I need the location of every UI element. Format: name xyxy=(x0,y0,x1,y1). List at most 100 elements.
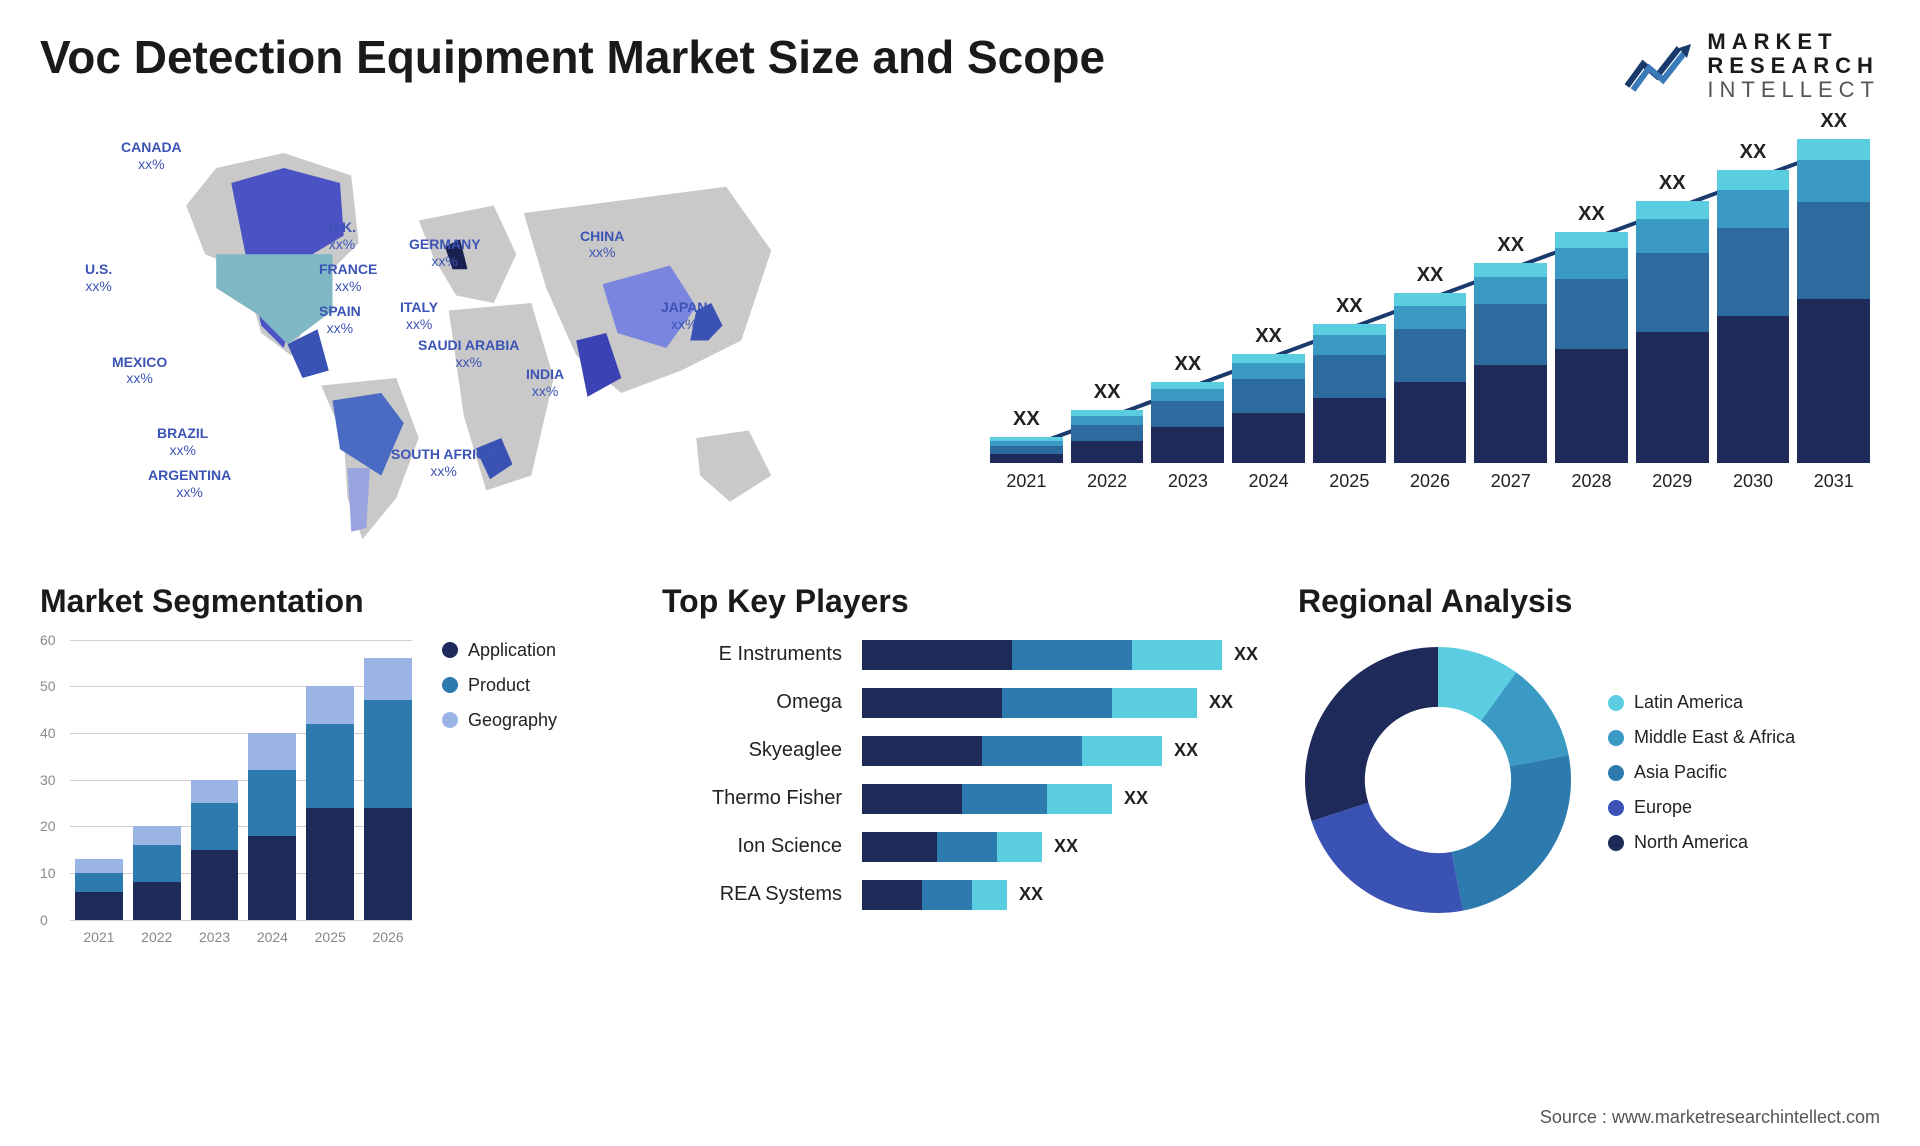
growth-year-label: 2028 xyxy=(1555,471,1628,492)
legend-item: Product xyxy=(442,675,622,696)
legend-item: North America xyxy=(1608,832,1880,853)
growth-value-label: XX xyxy=(1497,234,1524,257)
growth-value-label: XX xyxy=(1659,172,1686,195)
legend-label: Product xyxy=(468,675,530,696)
seg-ytick: 10 xyxy=(40,865,56,881)
growth-year-label: 2021 xyxy=(990,471,1063,492)
legend-item: Middle East & Africa xyxy=(1608,727,1880,748)
seg-ytick: 30 xyxy=(40,772,56,788)
growth-bar: XX xyxy=(1071,381,1144,462)
legend-label: Middle East & Africa xyxy=(1634,727,1795,748)
page-title: Voc Detection Equipment Market Size and … xyxy=(40,30,1105,84)
donut-segment xyxy=(1305,647,1438,821)
legend-label: Europe xyxy=(1634,797,1692,818)
map-label: SPAINxx% xyxy=(319,303,361,337)
player-value: XX xyxy=(1174,740,1198,761)
seg-ytick: 40 xyxy=(40,725,56,741)
growth-bar: XX xyxy=(1394,264,1467,462)
growth-bar: XX xyxy=(1151,353,1224,463)
player-bar xyxy=(862,880,1007,910)
world-map-panel: CANADAxx% U.S.xx% MEXICOxx% BRAZILxx% ARGENT… xyxy=(40,123,940,543)
player-row: REA Systems XX xyxy=(662,880,1258,910)
growth-year-label: 2023 xyxy=(1151,471,1224,492)
brand-logo: MARKET RESEARCH INTELLECT xyxy=(1623,30,1880,103)
seg-year-label: 2025 xyxy=(306,929,354,945)
player-bar xyxy=(862,784,1112,814)
seg-ytick: 60 xyxy=(40,632,56,648)
legend-item: Geography xyxy=(442,710,622,731)
player-name: Ion Science xyxy=(662,835,842,858)
growth-bar: XX xyxy=(1636,172,1709,463)
seg-year-label: 2023 xyxy=(191,929,239,945)
growth-bar: XX xyxy=(990,408,1063,462)
regional-title: Regional Analysis xyxy=(1298,583,1880,620)
growth-value-label: XX xyxy=(1013,408,1040,431)
map-label: BRAZILxx% xyxy=(157,425,208,459)
growth-bars: XXXXXXXXXXXXXXXXXXXXXX xyxy=(980,123,1880,463)
legend-label: Application xyxy=(468,640,556,661)
growth-value-label: XX xyxy=(1740,141,1767,164)
player-name: Thermo Fisher xyxy=(662,787,842,810)
growth-value-label: XX xyxy=(1417,264,1444,287)
player-name: Omega xyxy=(662,691,842,714)
map-label: SAUDI ARABIAxx% xyxy=(418,337,519,371)
legend-label: Geography xyxy=(468,710,557,731)
growth-value-label: XX xyxy=(1174,353,1201,376)
growth-chart-panel: XXXXXXXXXXXXXXXXXXXXXX 20212022202320242… xyxy=(980,123,1880,543)
seg-bar xyxy=(133,826,181,919)
growth-year-label: 2030 xyxy=(1717,471,1790,492)
map-label: CANADAxx% xyxy=(121,139,182,173)
legend-item: Asia Pacific xyxy=(1608,762,1880,783)
growth-year-label: 2024 xyxy=(1232,471,1305,492)
player-name: Skyeaglee xyxy=(662,739,842,762)
growth-value-label: XX xyxy=(1094,381,1121,404)
legend-item: Europe xyxy=(1608,797,1880,818)
logo-line3: INTELLECT xyxy=(1707,78,1880,102)
growth-value-label: XX xyxy=(1336,295,1363,318)
player-name: REA Systems xyxy=(662,883,842,906)
seg-bar xyxy=(306,686,354,919)
growth-value-label: XX xyxy=(1255,325,1282,348)
map-label: FRANCExx% xyxy=(319,261,377,295)
player-value: XX xyxy=(1054,836,1078,857)
player-value: XX xyxy=(1209,692,1233,713)
legend-label: Latin America xyxy=(1634,692,1743,713)
growth-year-label: 2026 xyxy=(1394,471,1467,492)
seg-bar xyxy=(364,658,412,919)
player-row: Ion Science XX xyxy=(662,832,1258,862)
growth-year-label: 2022 xyxy=(1071,471,1144,492)
map-label: INDIAxx% xyxy=(526,366,564,400)
seg-year-label: 2026 xyxy=(364,929,412,945)
legend-item: Latin America xyxy=(1608,692,1880,713)
growth-value-label: XX xyxy=(1578,203,1605,226)
player-row: E InstrumentsXX xyxy=(662,640,1258,670)
player-bar xyxy=(862,640,1222,670)
player-bar xyxy=(862,688,1197,718)
player-name: E Instruments xyxy=(662,643,842,666)
player-value: XX xyxy=(1124,788,1148,809)
player-row: Thermo Fisher XX xyxy=(662,784,1258,814)
growth-value-label: XX xyxy=(1820,110,1847,133)
map-label: MEXICOxx% xyxy=(112,354,167,388)
seg-ytick: 0 xyxy=(40,912,48,928)
map-label: U.S.xx% xyxy=(85,261,112,295)
regional-panel: Regional Analysis Latin America Middle Ea… xyxy=(1298,583,1880,1003)
growth-year-label: 2027 xyxy=(1474,471,1547,492)
segmentation-chart: 0102030405060 202120222023202420252026 xyxy=(40,640,412,960)
growth-bar: XX xyxy=(1474,234,1547,463)
player-row: Omega XX xyxy=(662,688,1258,718)
logo-line1: MARKET xyxy=(1707,30,1880,54)
map-label: CHINAxx% xyxy=(580,228,624,262)
map-label: GERMANYxx% xyxy=(409,236,481,270)
seg-ytick: 50 xyxy=(40,678,56,694)
growth-year-label: 2025 xyxy=(1313,471,1386,492)
regional-legend: Latin America Middle East & Africa Asia Pa… xyxy=(1608,692,1880,867)
map-label: ARGENTINAxx% xyxy=(148,467,231,501)
players-title: Top Key Players xyxy=(662,583,1258,620)
seg-year-label: 2021 xyxy=(75,929,123,945)
player-bar xyxy=(862,736,1162,766)
growth-bar: XX xyxy=(1797,110,1870,463)
player-value: XX xyxy=(1019,884,1043,905)
map-label: U.K.xx% xyxy=(328,219,356,253)
player-row: Skyeaglee XX xyxy=(662,736,1258,766)
